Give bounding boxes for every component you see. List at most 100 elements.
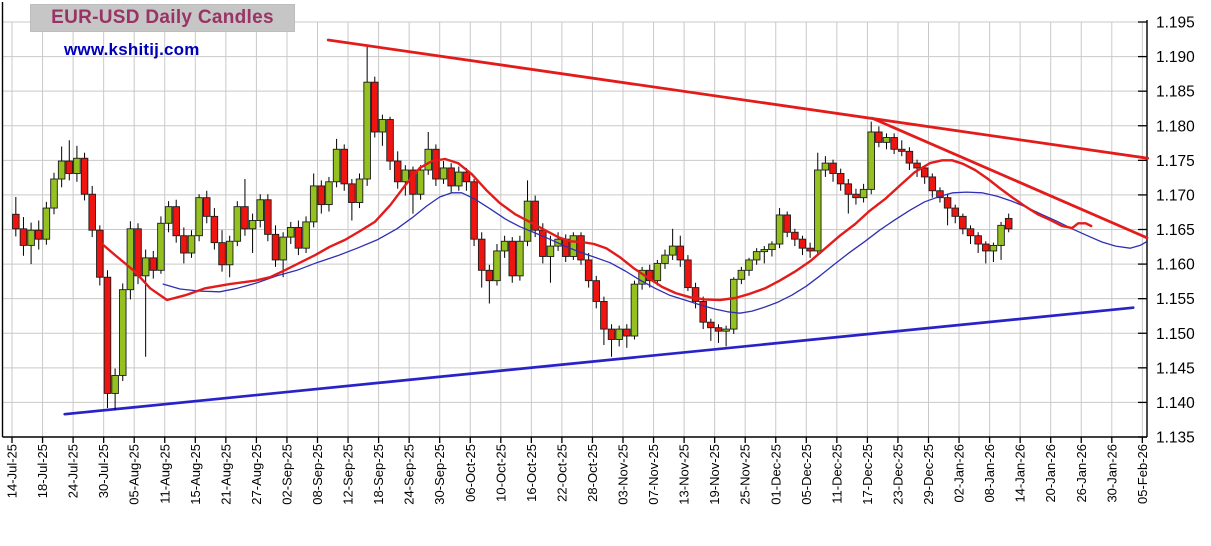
candle-down xyxy=(432,148,440,180)
candle-down xyxy=(852,193,860,199)
y-axis-label: 1.135 xyxy=(1156,430,1195,447)
candle-down xyxy=(264,199,272,235)
candle-down xyxy=(180,235,188,254)
candle-up xyxy=(225,240,234,266)
candle-down xyxy=(96,229,104,278)
candle-up xyxy=(729,278,738,330)
x-axis-label: 02-Sep-25 xyxy=(279,444,294,505)
candle-up xyxy=(821,162,830,171)
x-axis-label: 15-Aug-25 xyxy=(188,444,203,505)
candle-down xyxy=(340,148,348,185)
candle-down xyxy=(65,160,74,174)
candle-down xyxy=(959,215,967,230)
candle-down xyxy=(88,193,96,231)
candle-up xyxy=(768,243,776,251)
candle-up xyxy=(760,249,769,253)
candle-down xyxy=(707,321,715,329)
candle-up xyxy=(27,229,35,246)
candle-up xyxy=(615,328,623,340)
candle-down xyxy=(241,206,249,230)
candle-up xyxy=(111,374,119,394)
candle-up xyxy=(859,188,868,199)
x-axis-label: 28-Oct-25 xyxy=(585,444,600,502)
x-axis-label: 05-Dec-25 xyxy=(799,444,814,505)
candle-down xyxy=(974,235,982,245)
candle-up xyxy=(325,181,333,206)
x-axis-label: 08-Jan-26 xyxy=(982,444,997,503)
x-axis-label: 24-Jul-25 xyxy=(66,444,81,498)
candle-down xyxy=(1004,217,1013,230)
x-axis-label: 11-Dec-25 xyxy=(829,444,844,504)
candle-down xyxy=(676,245,685,261)
candle-down xyxy=(477,238,486,271)
candle-down xyxy=(348,183,356,203)
x-axis-label: 24-Sep-25 xyxy=(402,444,417,505)
candle-up xyxy=(164,206,173,224)
candle-up xyxy=(814,169,822,252)
candle-down xyxy=(149,257,158,271)
candle-down xyxy=(920,167,929,178)
x-axis-label: 08-Sep-25 xyxy=(310,444,325,505)
candle-up xyxy=(195,197,203,237)
candle-down xyxy=(951,207,959,217)
candle-up xyxy=(248,220,257,230)
candle-down xyxy=(294,226,303,249)
candle-down xyxy=(34,229,43,240)
candle-up xyxy=(332,148,341,183)
candle-up xyxy=(668,245,677,256)
candle-up xyxy=(546,245,555,257)
candle-down xyxy=(531,200,539,231)
candle-down xyxy=(218,242,226,266)
candle-down xyxy=(172,206,180,237)
candle-up xyxy=(302,221,310,249)
candle-down xyxy=(393,160,402,183)
x-axis-label: 11-Aug-25 xyxy=(157,444,172,504)
x-axis-label: 14-Jan-26 xyxy=(1013,444,1028,503)
x-axis-label: 07-Nov-25 xyxy=(646,444,661,505)
x-axis-label: 26-Jan-26 xyxy=(1074,444,1089,503)
candle-up xyxy=(493,250,501,282)
candle-down xyxy=(928,176,937,192)
candle-up xyxy=(279,236,287,261)
candle-up xyxy=(882,137,891,143)
y-axis-label: 1.145 xyxy=(1156,360,1195,377)
x-axis-label: 18-Sep-25 xyxy=(371,444,386,505)
upper-resistance-line xyxy=(326,38,1150,160)
x-axis-label: 25-Nov-25 xyxy=(738,444,753,505)
candle-down xyxy=(19,228,28,246)
candle-down xyxy=(134,228,142,277)
y-axis-label: 1.185 xyxy=(1156,84,1195,101)
x-axis-label: 18-Jul-25 xyxy=(35,444,50,498)
x-axis-label: 17-Dec-25 xyxy=(860,444,875,505)
blue-moving-average xyxy=(162,191,1147,314)
candle-up xyxy=(455,171,463,187)
lower-resistance-line xyxy=(870,116,1149,240)
x-axis-label: 14-Jul-25 xyxy=(5,444,20,498)
candle-down xyxy=(470,181,478,240)
candle-up xyxy=(42,207,51,240)
candle-up xyxy=(309,185,318,223)
x-axis-label: 19-Nov-25 xyxy=(707,444,722,505)
candle-down xyxy=(12,213,20,230)
candle-up xyxy=(363,81,371,180)
x-axis-label: 30-Sep-25 xyxy=(432,444,447,505)
x-axis-label: 01-Dec-25 xyxy=(768,444,783,505)
candle-down xyxy=(539,229,547,257)
candle-down xyxy=(508,240,517,277)
candle-down xyxy=(943,197,952,209)
candle-up xyxy=(401,169,410,183)
candle-down xyxy=(966,228,975,237)
candle-down xyxy=(875,131,883,143)
candle-up xyxy=(661,254,669,264)
candle-down xyxy=(317,185,326,206)
candle-up xyxy=(256,199,264,221)
candle-down xyxy=(584,259,593,282)
candle-up xyxy=(287,226,295,238)
candle-up xyxy=(569,235,578,257)
candle-down xyxy=(913,162,921,169)
candle-down xyxy=(592,280,601,302)
candle-up xyxy=(233,206,242,242)
candle-down xyxy=(386,119,394,162)
candle-up xyxy=(355,178,364,203)
